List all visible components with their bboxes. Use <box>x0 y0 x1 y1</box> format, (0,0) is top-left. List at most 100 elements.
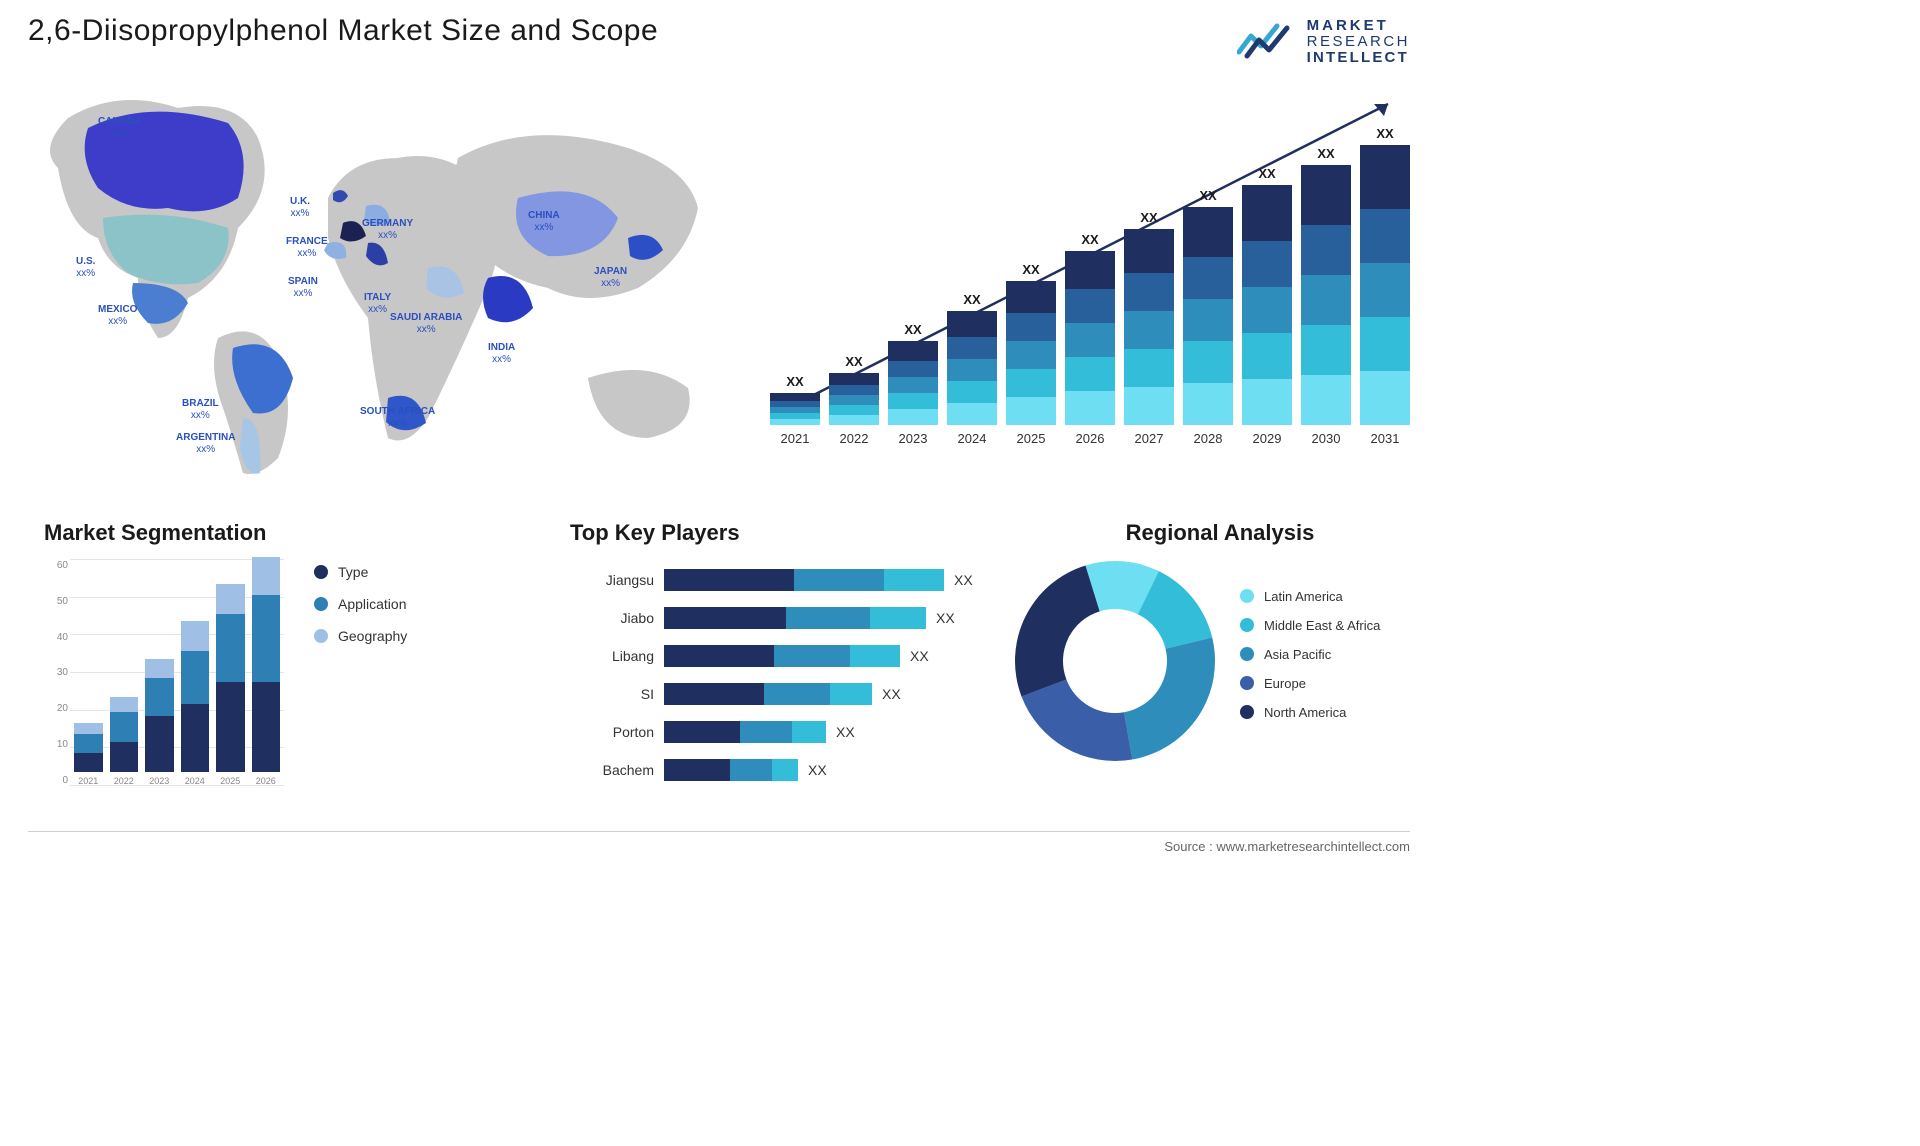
forecast-bar: XX 2023 <box>888 322 938 446</box>
player-name: Bachem <box>570 762 664 778</box>
forecast-year-label: 2029 <box>1253 431 1282 446</box>
map-country-label: INDIAxx% <box>488 342 515 365</box>
legend-item: Latin America <box>1240 589 1380 604</box>
player-name: Jiangsu <box>570 572 664 588</box>
axis-tick: 30 <box>57 667 68 678</box>
forecast-year-label: 2021 <box>781 431 810 446</box>
footer-divider <box>28 831 1410 832</box>
legend-label: Type <box>338 564 368 580</box>
legend-label: Geography <box>338 628 407 644</box>
segmentation-bar: 2026 <box>252 557 281 786</box>
forecast-year-label: 2028 <box>1194 431 1223 446</box>
forecast-bar-value: XX <box>845 354 862 369</box>
regional-title: Regional Analysis <box>1010 520 1430 546</box>
axis-tick: 0 <box>62 775 68 786</box>
legend-item: Asia Pacific <box>1240 647 1380 662</box>
segmentation-section: Market Segmentation 0102030405060 202120… <box>44 520 444 808</box>
player-row: Jiabo XX <box>570 602 990 634</box>
forecast-year-label: 2025 <box>1017 431 1046 446</box>
map-country-label: U.K.xx% <box>290 196 310 219</box>
segmentation-bar: 2024 <box>181 621 210 786</box>
player-value: XX <box>936 610 955 626</box>
forecast-year-label: 2031 <box>1371 431 1400 446</box>
segmentation-bar: 2022 <box>110 697 139 786</box>
map-country-label: ARGENTINAxx% <box>176 432 235 455</box>
regional-section: Regional Analysis Latin America Middle Ea… <box>1010 520 1430 766</box>
forecast-bar: XX 2031 <box>1360 126 1410 446</box>
forecast-bar-value: XX <box>786 374 803 389</box>
logo-line1: MARKET <box>1307 18 1410 34</box>
map-country-label: SAUDI ARABIAxx% <box>390 312 462 335</box>
forecast-bar: XX2027 <box>1124 210 1174 446</box>
logo-line2: RESEARCH <box>1307 34 1410 50</box>
forecast-bar: XX 2028 <box>1183 188 1233 446</box>
forecast-year-label: 2027 <box>1135 431 1164 446</box>
segmentation-year-label: 2022 <box>114 776 134 786</box>
legend-swatch-icon <box>314 597 328 611</box>
legend-swatch-icon <box>1240 589 1254 603</box>
forecast-bar-value: XX <box>1317 146 1334 161</box>
segmentation-year-label: 2025 <box>220 776 240 786</box>
legend-label: Middle East & Africa <box>1264 618 1380 633</box>
player-name: Porton <box>570 724 664 740</box>
logo-mark-icon <box>1237 18 1297 65</box>
forecast-year-label: 2024 <box>958 431 987 446</box>
player-row: LibangXX <box>570 640 990 672</box>
legend-swatch-icon <box>314 629 328 643</box>
legend-swatch-icon <box>314 565 328 579</box>
legend-label: Application <box>338 596 407 612</box>
forecast-bar-value: XX <box>1376 126 1393 141</box>
map-country-label: ITALYxx% <box>364 292 391 315</box>
player-value: XX <box>910 648 929 664</box>
regional-donut-chart <box>1010 556 1220 766</box>
forecast-bar: XX2026 <box>1065 232 1115 446</box>
segmentation-year-label: 2024 <box>185 776 205 786</box>
forecast-bar: XX2030 <box>1301 146 1351 446</box>
key-players-section: Top Key Players JiangsuXXJiaboXXLibangXX… <box>570 520 990 792</box>
player-value: XX <box>882 686 901 702</box>
axis-tick: 50 <box>57 596 68 607</box>
legend-item: Application <box>314 596 407 612</box>
legend-item: North America <box>1240 705 1380 720</box>
player-row: PortonXX <box>570 716 990 748</box>
axis-tick: 20 <box>57 703 68 714</box>
forecast-bar: XX 2025 <box>1006 262 1056 446</box>
map-country-label: SOUTH AFRICAxx% <box>360 406 435 429</box>
key-players-title: Top Key Players <box>570 520 990 546</box>
map-country-label: CHINAxx% <box>528 210 560 233</box>
legend-item: Middle East & Africa <box>1240 618 1380 633</box>
legend-swatch-icon <box>1240 676 1254 690</box>
map-country-label: MEXICOxx% <box>98 304 137 327</box>
axis-tick: 60 <box>57 560 68 571</box>
forecast-year-label: 2023 <box>899 431 928 446</box>
legend-label: Europe <box>1264 676 1306 691</box>
forecast-bar-value: XX <box>1199 188 1216 203</box>
forecast-bar: XX 2024 <box>947 292 997 446</box>
legend-label: North America <box>1264 705 1346 720</box>
segmentation-year-label: 2026 <box>256 776 276 786</box>
player-name: SI <box>570 686 664 702</box>
map-country-label: CANADAxx% <box>98 116 141 139</box>
legend-swatch-icon <box>1240 647 1254 661</box>
forecast-bar: XX 2029 <box>1242 166 1292 446</box>
player-row: BachemXX <box>570 754 990 786</box>
forecast-bar-value: XX <box>1022 262 1039 277</box>
legend-item: Geography <box>314 628 407 644</box>
segmentation-legend: Type Application Geography <box>314 564 407 660</box>
regional-legend: Latin America Middle East & Africa Asia Pa… <box>1240 589 1380 734</box>
forecast-bar-value: XX <box>904 322 921 337</box>
key-players-chart: JiangsuXXJiaboXXLibangXXSIXXPortonXXBach… <box>570 564 990 786</box>
map-country-label: GERMANYxx% <box>362 218 413 241</box>
legend-item: Europe <box>1240 676 1380 691</box>
player-value: XX <box>954 572 973 588</box>
map-country-label: SPAINxx% <box>288 276 318 299</box>
forecast-bar-chart: XX2021XX2022XX2023XX2024XX2025XX2026XX20… <box>770 100 1410 470</box>
page-title: 2,6-Diisopropylphenol Market Size and Sc… <box>28 14 658 48</box>
forecast-year-label: 2022 <box>840 431 869 446</box>
player-name: Jiabo <box>570 610 664 626</box>
segmentation-year-label: 2021 <box>78 776 98 786</box>
forecast-year-label: 2026 <box>1076 431 1105 446</box>
forecast-bar-value: XX <box>1258 166 1275 181</box>
forecast-bar-value: XX <box>963 292 980 307</box>
map-country-label: BRAZILxx% <box>182 398 219 421</box>
